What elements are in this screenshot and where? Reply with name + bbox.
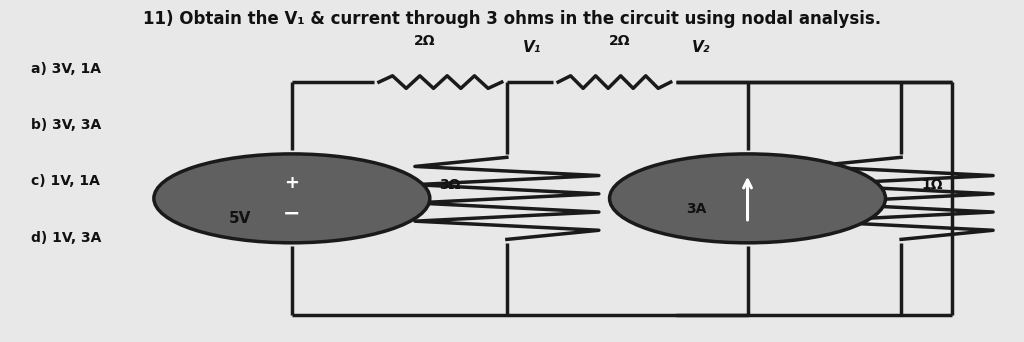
Text: 1Ω: 1Ω (922, 178, 943, 192)
Text: V₁: V₁ (523, 40, 542, 55)
Text: 5V: 5V (228, 211, 251, 226)
Ellipse shape (609, 154, 886, 243)
Text: b) 3V, 3A: b) 3V, 3A (31, 118, 101, 132)
Text: V₂: V₂ (692, 40, 711, 55)
Text: 2Ω: 2Ω (609, 34, 630, 48)
Text: 11) Obtain the V₁ & current through 3 ohms in the circuit using nodal analysis.: 11) Obtain the V₁ & current through 3 oh… (143, 10, 881, 28)
Text: c) 1V, 1A: c) 1V, 1A (31, 174, 99, 188)
Text: d) 1V, 3A: d) 1V, 3A (31, 231, 101, 245)
Text: 2Ω: 2Ω (415, 34, 435, 48)
Text: 3Ω: 3Ω (439, 178, 461, 192)
Text: 3A: 3A (686, 202, 707, 215)
Ellipse shape (154, 154, 430, 243)
Text: a) 3V, 1A: a) 3V, 1A (31, 62, 100, 76)
Text: +: + (285, 174, 299, 192)
Text: −: − (283, 204, 301, 224)
